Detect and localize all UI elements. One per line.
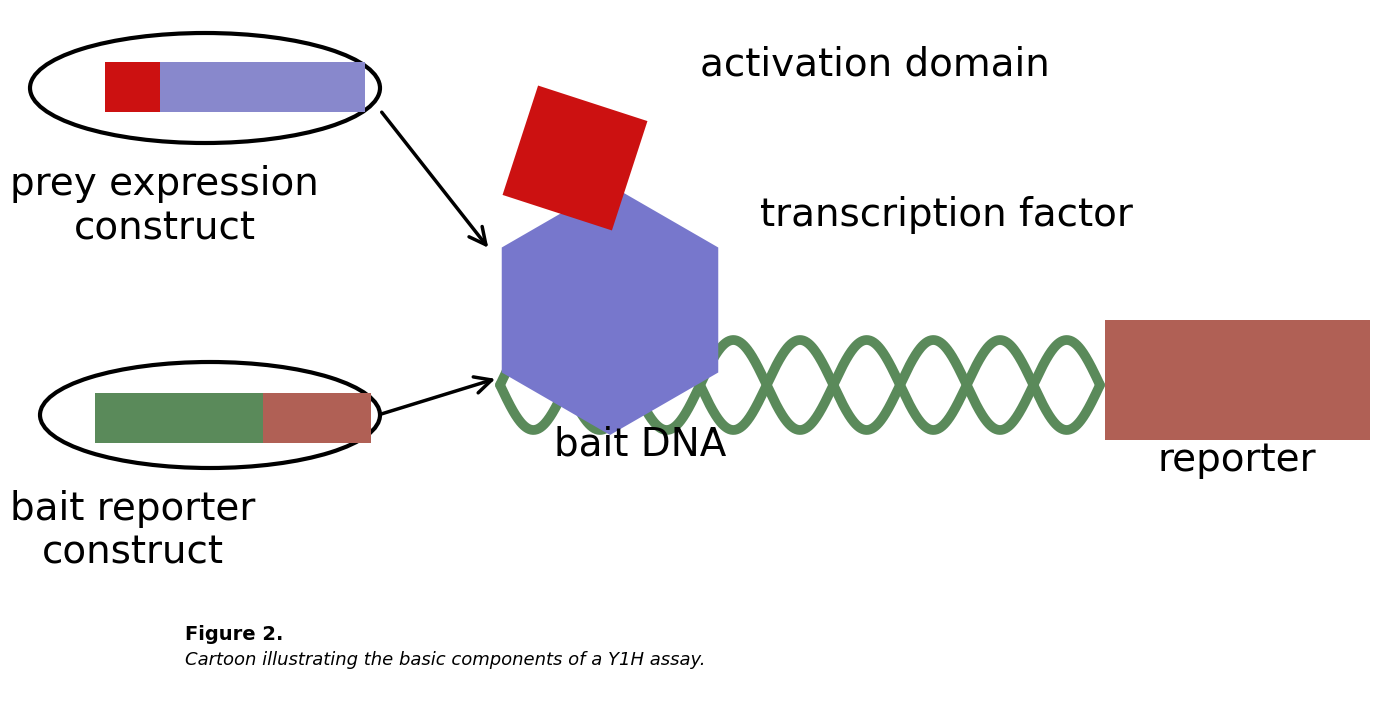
FancyBboxPatch shape bbox=[95, 393, 263, 443]
Text: activation domain: activation domain bbox=[700, 46, 1050, 84]
Polygon shape bbox=[501, 185, 718, 435]
FancyBboxPatch shape bbox=[105, 62, 160, 112]
Text: prey expression
construct: prey expression construct bbox=[10, 165, 319, 247]
Text: reporter: reporter bbox=[1158, 441, 1316, 479]
FancyBboxPatch shape bbox=[1105, 320, 1371, 440]
Text: Figure 2.: Figure 2. bbox=[185, 625, 283, 645]
Text: bait reporter
construct: bait reporter construct bbox=[10, 490, 255, 572]
Text: Cartoon illustrating the basic components of a Y1H assay.: Cartoon illustrating the basic component… bbox=[185, 651, 706, 669]
Text: transcription factor: transcription factor bbox=[760, 196, 1133, 234]
FancyBboxPatch shape bbox=[263, 393, 371, 443]
Text: bait DNA: bait DNA bbox=[554, 426, 727, 464]
FancyBboxPatch shape bbox=[160, 62, 365, 112]
Polygon shape bbox=[503, 86, 647, 231]
